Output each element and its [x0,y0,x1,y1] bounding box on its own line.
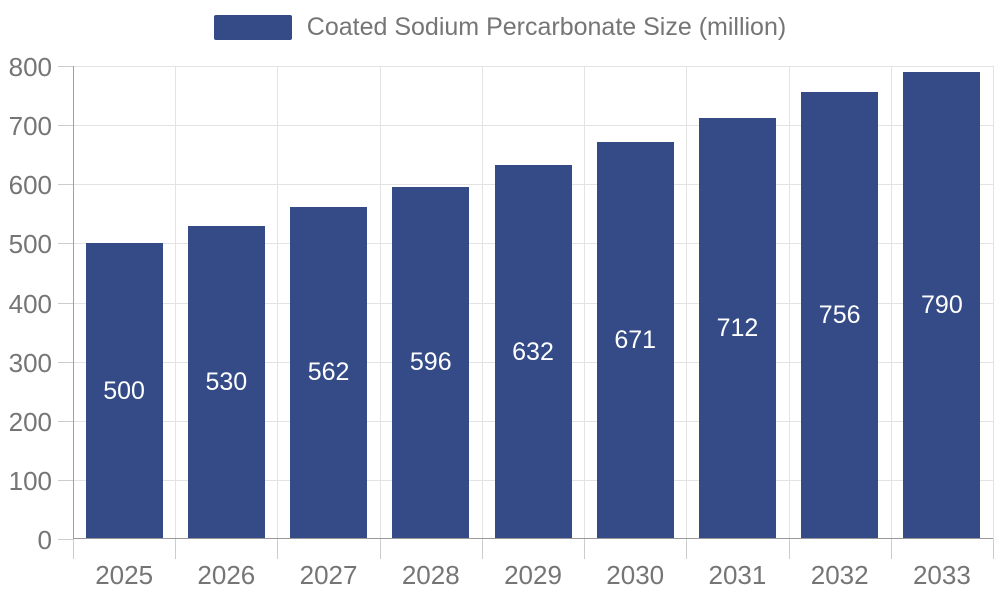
bar-2026[interactable]: 530 [187,225,265,539]
plot-area: 500 530 562 596 632 671 712 756 790 [73,66,994,539]
legend-swatch-icon [213,15,292,40]
gridline-horizontal [73,125,993,127]
gridline-vertical [379,66,381,539]
bar-2031[interactable]: 712 [698,118,776,539]
x-axis-tick [379,539,381,559]
y-axis-tick [58,420,73,422]
y-axis-tick [58,66,73,67]
bar-2032[interactable]: 756 [801,92,879,539]
bar-2030[interactable]: 671 [596,142,674,539]
x-axis-tick [481,539,483,559]
gridline-vertical [175,66,177,539]
y-axis-tick [58,243,73,245]
x-axis-tick-label: 2033 [912,560,971,590]
x-axis-tick-label: 2026 [197,560,256,590]
y-axis-tick [58,184,73,186]
y-axis-tick-label: 600 [8,170,52,201]
gridline-vertical [686,66,688,539]
bar-value-label: 632 [512,337,554,366]
y-axis-tick [58,361,73,363]
bar-value-label: 756 [818,301,861,329]
x-axis-line [73,538,993,539]
gridline-vertical [277,66,279,539]
bar-2025[interactable]: 500 [85,243,163,539]
x-axis-tick [73,539,74,559]
x-axis-tick [993,539,994,559]
bar-value-label: 671 [614,326,657,355]
bar-value-label: 596 [409,348,452,377]
y-axis-tick-label: 0 [37,525,52,555]
x-axis-tick-label: 2025 [95,560,154,590]
gridline-vertical [993,66,994,539]
y-axis-tick-label: 500 [8,229,52,260]
bar-value-label: 712 [716,314,759,343]
gridline-vertical [584,66,586,539]
x-axis-tick-label: 2029 [504,560,562,590]
bar-2033[interactable]: 790 [903,71,981,539]
x-axis-tick-label: 2032 [810,560,869,590]
legend-item[interactable]: Coated Sodium Percarbonate Size (million… [0,13,1000,42]
bar-value-label: 500 [103,376,145,405]
bar-value-label: 562 [307,358,350,387]
y-axis-line [73,66,74,539]
y-axis-tick-label: 800 [8,52,52,82]
x-axis-tick [277,539,279,559]
bar-value-label: 530 [205,367,248,396]
x-axis-tick-label: 2028 [401,560,460,590]
bar-2027[interactable]: 562 [290,206,368,539]
y-axis-tick [58,302,73,304]
gridline-vertical [890,66,892,539]
y-axis-tick-label: 400 [8,288,52,319]
y-axis-tick-label: 700 [8,111,52,142]
y-axis-tick [58,479,73,481]
gridline-horizontal [73,66,993,67]
y-axis-tick-label: 300 [8,347,52,378]
y-axis-tick [58,539,73,540]
bar-2028[interactable]: 596 [392,186,470,539]
x-axis-tick-label: 2030 [606,560,665,590]
gridline-vertical [788,66,790,539]
legend-label: Coated Sodium Percarbonate Size (million… [306,13,787,41]
x-axis-tick [788,539,790,559]
x-axis-tick [175,539,177,559]
y-axis-tick [58,125,73,127]
y-axis-tick-label: 100 [8,465,52,496]
x-axis-tick [584,539,586,559]
x-axis-tick [686,539,688,559]
bar-2029[interactable]: 632 [494,165,572,539]
x-axis-tick [890,539,892,559]
x-axis-tick-label: 2031 [708,560,767,590]
y-axis-tick-label: 200 [8,406,52,437]
x-axis-tick-label: 2027 [299,560,358,590]
gridline-vertical [481,66,483,539]
bar-value-label: 790 [921,290,963,319]
